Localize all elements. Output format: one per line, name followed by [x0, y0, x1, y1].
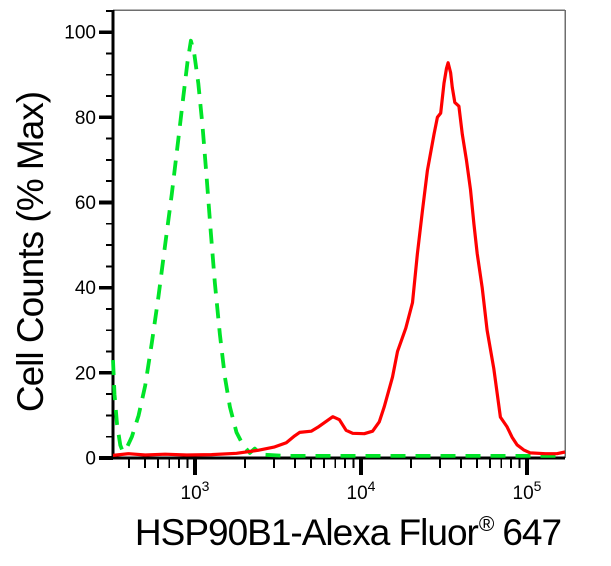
- x-axis-title-suffix: 647: [502, 512, 562, 553]
- series-curve-red-solid-stained: [112, 61, 566, 457]
- y-axis-tick-label: 100: [64, 23, 96, 44]
- y-axis-tick-label: 20: [75, 363, 96, 384]
- x-axis-tick-label: 103: [181, 478, 210, 504]
- x-axis-title: HSP90B1-Alexa Fluor® 647: [134, 512, 562, 554]
- y-axis-title: Cell Counts (% Max): [10, 91, 51, 413]
- y-axis-tick-label: 80: [75, 108, 96, 129]
- x-axis-title-main: HSP90B1-Alexa Fluor: [134, 512, 479, 553]
- y-axis-tick-label: 0: [85, 449, 96, 470]
- x-axis-tick-label: 104: [347, 478, 376, 504]
- y-axis-tick-label: 40: [75, 278, 96, 299]
- x-axis-tick-label: 105: [513, 478, 542, 504]
- y-axis-tick-label: 60: [75, 193, 96, 214]
- registered-trademark-icon: ®: [478, 513, 495, 536]
